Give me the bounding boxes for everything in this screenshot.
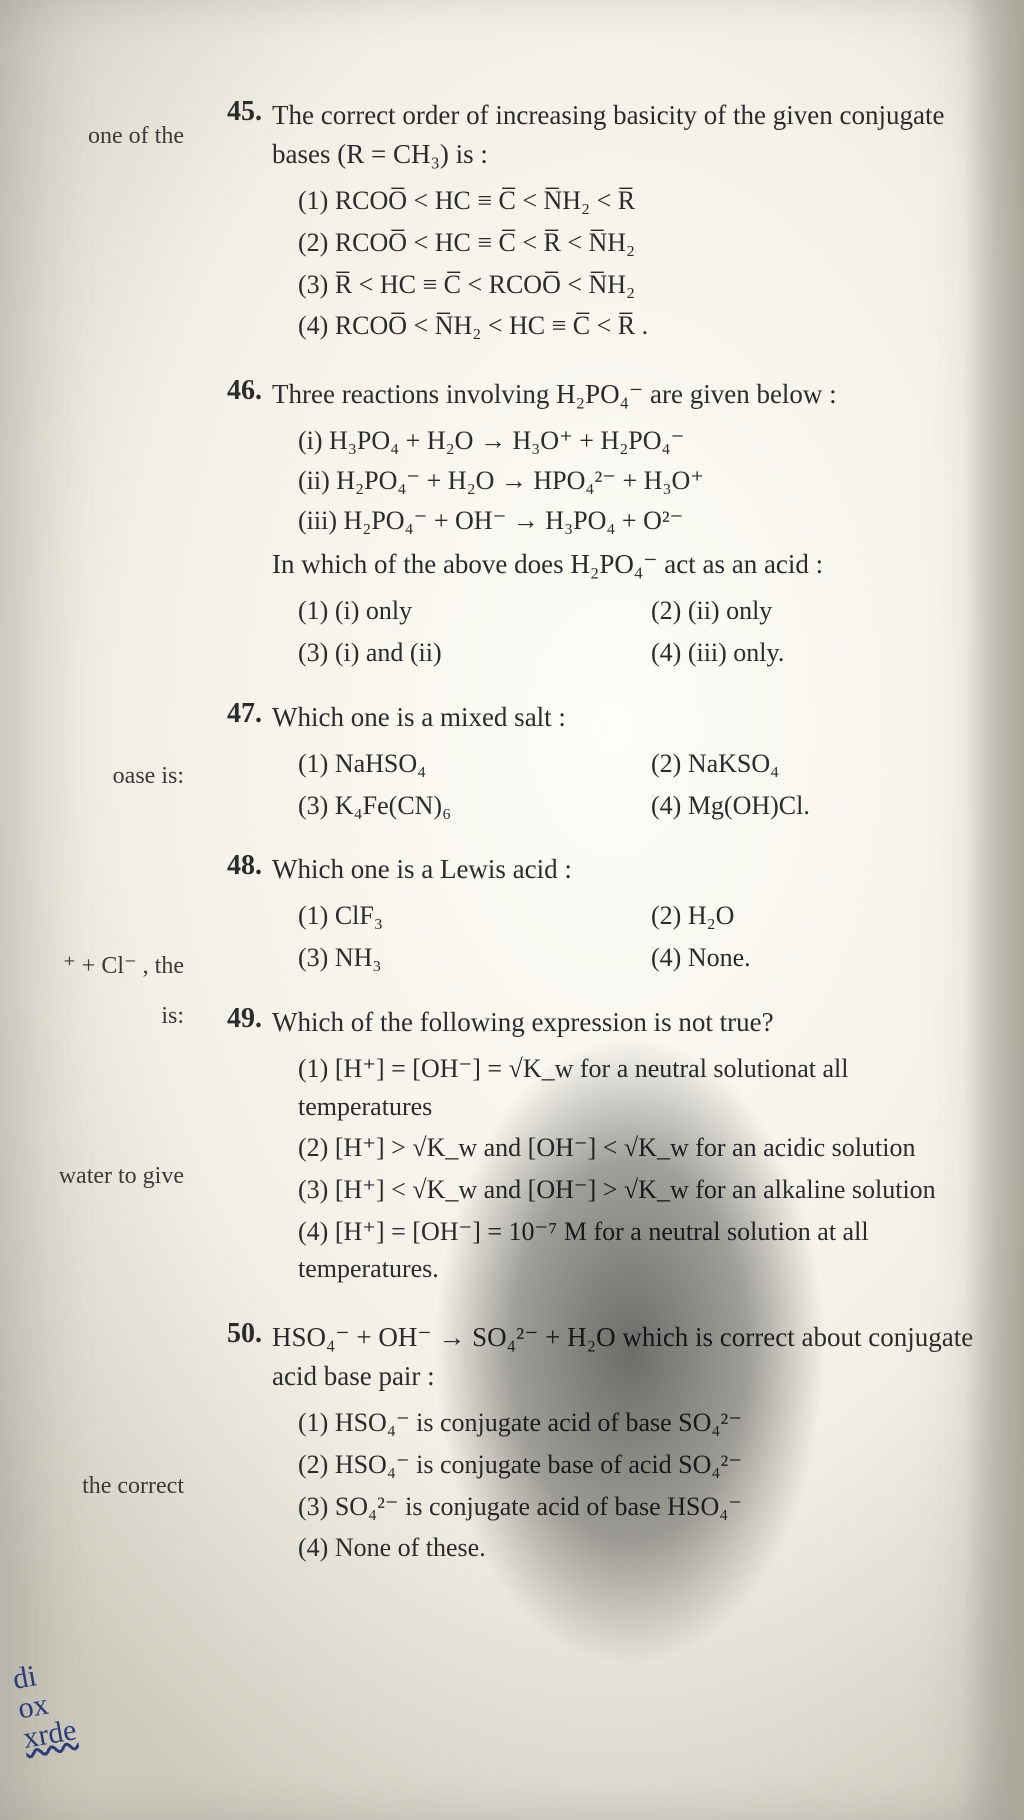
textbook-page: one of the oase is: ⁺ + Cl⁻ , the is: wa…	[0, 0, 1024, 1820]
reaction: (ii) H₂PO₄⁻ + H₂O → HPO₄²⁻ + H₃O⁺	[298, 462, 980, 500]
option: (3) R̅ < HC ≡ C̅ < RCOO̅ < N̅H₂	[298, 266, 980, 304]
option: (1) (i) only	[298, 592, 627, 630]
reaction: (i) H₃PO₄ + H₂O → H₃O⁺ + H₂PO₄⁻	[298, 422, 980, 460]
question-50: 50. HSO₄⁻ + OH⁻ → SO₄²⁻ + H₂O which is c…	[200, 1318, 980, 1571]
question-stem: HSO₄⁻ + OH⁻ → SO₄²⁻ + H₂O which is corre…	[272, 1318, 980, 1396]
question-48: 48. Which one is a Lewis acid : (1) ClF₃…	[200, 850, 980, 977]
option: (2) RCOO̅ < HC ≡ C̅ < R̅ < N̅H₂	[298, 224, 980, 262]
question-column: 45. The correct order of increasing basi…	[200, 70, 980, 1571]
question-47: 47. Which one is a mixed salt : (1) NaHS…	[200, 698, 980, 825]
question-49: 49. Which of the following expression is…	[200, 1003, 980, 1292]
option: (2) (ii) only	[651, 592, 980, 630]
option: (3) [H⁺] < √K_w and [OH⁻] > √K_w for an …	[298, 1171, 980, 1209]
option: (1) HSO₄⁻ is conjugate acid of base SO₄²…	[298, 1404, 980, 1442]
option: (2) HSO₄⁻ is conjugate base of acid SO₄²…	[298, 1446, 980, 1484]
option: (4) (iii) only.	[651, 634, 980, 672]
question-stem: Which one is a mixed salt :	[272, 698, 980, 737]
option: (4) None of these.	[298, 1529, 980, 1567]
question-stem: Which of the following expression is not…	[272, 1003, 980, 1042]
option: (3) NH₃	[298, 939, 627, 977]
question-stem: The correct order of increasing basicity…	[272, 96, 980, 174]
handwritten-annotation: di ox xrde	[11, 1656, 79, 1754]
margin-fragment: water to give	[10, 1160, 184, 1194]
option: (1) [H⁺] = [OH⁻] = √K_w for a neutral so…	[298, 1050, 980, 1125]
margin-fragment: ⁺ + Cl⁻ , the	[10, 950, 184, 984]
page-gutter	[964, 0, 1024, 1820]
margin-fragment: is:	[10, 1000, 184, 1034]
handwriting-line: xrde	[21, 1715, 79, 1754]
option: (4) None.	[651, 939, 980, 977]
reaction: (iii) H₂PO₄⁻ + OH⁻ → H₃PO₄ + O²⁻	[298, 502, 980, 540]
option: (2) H₂O	[651, 897, 980, 935]
question-stem: Which one is a Lewis acid :	[272, 850, 980, 889]
option: (4) RCOO̅ < N̅H₂ < HC ≡ C̅ < R̅ .	[298, 307, 980, 345]
question-tail: In which of the above does H₂PO₄⁻ act as…	[272, 545, 980, 584]
option: (3) SO₄²⁻ is conjugate acid of base HSO₄…	[298, 1488, 980, 1526]
margin-fragment: one of the	[10, 120, 184, 154]
question-number: 45.	[200, 96, 272, 128]
question-46: 46. Three reactions involving H₂PO₄⁻ are…	[200, 375, 980, 672]
question-number: 46.	[200, 375, 272, 407]
question-45: 45. The correct order of increasing basi…	[200, 96, 980, 349]
option: (3) (i) and (ii)	[298, 634, 627, 672]
option: (1) ClF₃	[298, 897, 627, 935]
option: (2) [H⁺] > √K_w and [OH⁻] < √K_w for an …	[298, 1129, 980, 1167]
margin-fragment: the correct	[10, 1470, 184, 1504]
margin-fragment: oase is:	[10, 760, 184, 794]
question-number: 50.	[200, 1318, 272, 1350]
question-number: 48.	[200, 850, 272, 882]
question-stem: Three reactions involving H₂PO₄⁻ are giv…	[272, 375, 980, 414]
option: (1) NaHSO₄	[298, 745, 627, 783]
option: (1) RCOO̅ < HC ≡ C̅ < N̅H₂ < R̅	[298, 182, 980, 220]
question-number: 49.	[200, 1003, 272, 1035]
option: (3) K₄Fe(CN)₆	[298, 787, 627, 825]
question-number: 47.	[200, 698, 272, 730]
option: (4) [H⁺] = [OH⁻] = 10⁻⁷ M for a neutral …	[298, 1213, 980, 1288]
option: (4) Mg(OH)Cl.	[651, 787, 980, 825]
option: (2) NaKSO₄	[651, 745, 980, 783]
